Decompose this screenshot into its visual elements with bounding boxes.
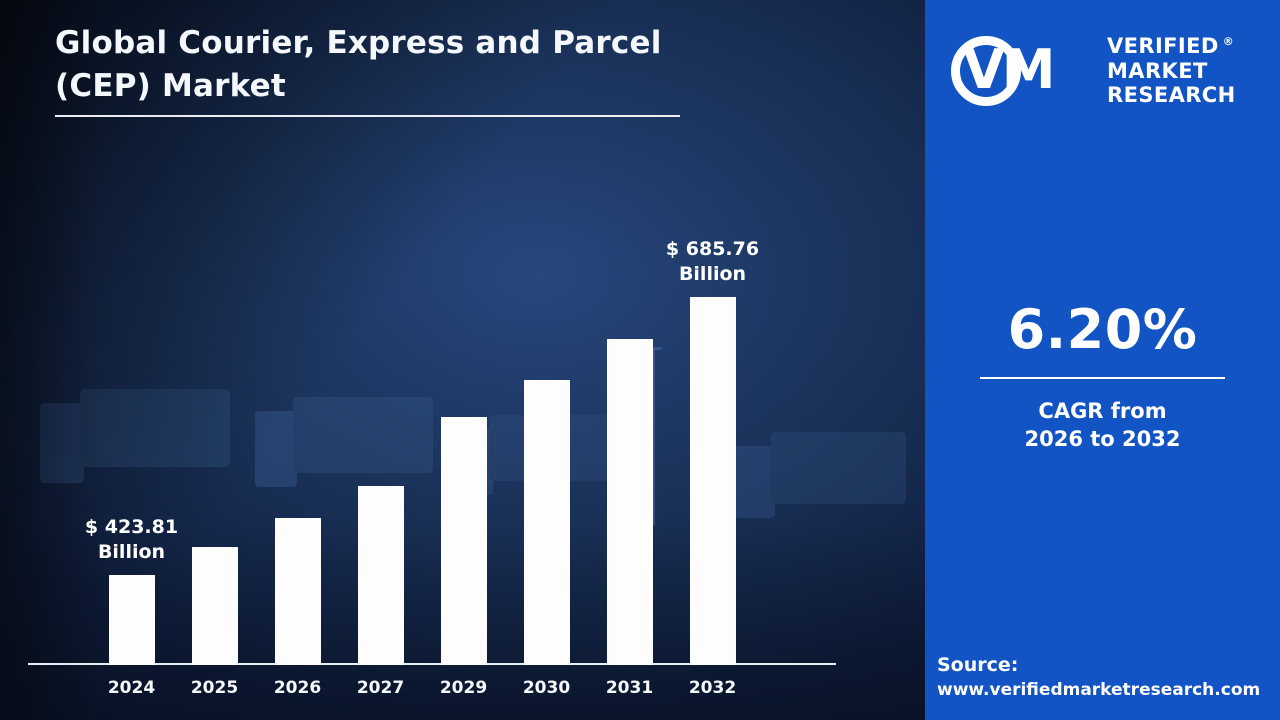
bar-2032: [689, 297, 736, 665]
title-underline: [55, 115, 680, 117]
registered-mark: ®: [1222, 34, 1235, 48]
brand: VM VERIFIED ® MARKET RESEARCH: [945, 32, 1265, 110]
bar-value-callout: $ 685.76 Billion: [665, 237, 760, 286]
source-url[interactable]: www.verifiedmarketresearch.com: [937, 680, 1261, 700]
bar-2031: [606, 339, 653, 665]
vm-monogram-icon: VM: [963, 38, 1056, 101]
brand-line-2: MARKET: [1107, 58, 1208, 83]
bar-chart: $ 423.81 Billion 2024 2025 2026 2027 2029 2030 2…: [28, 183, 836, 703]
source-block: Source: www.verifiedmarketresearch.com: [937, 654, 1272, 700]
bar-column-2025: 2025: [173, 547, 256, 703]
bar-column-2032: $ 685.76 Billion 2032: [666, 237, 759, 703]
bar-column-2030: 2030: [505, 380, 588, 703]
x-tick-label-2029: 2029: [439, 678, 488, 698]
cagr-caption-line-2: 2026 to 2032: [1024, 427, 1181, 452]
cagr-caption: CAGR from 2026 to 2032: [925, 397, 1280, 454]
cagr-caption-line-1: CAGR from: [1038, 399, 1167, 423]
bar-2025: [191, 547, 238, 665]
page-title: Global Courier, Express and Parcel (CEP)…: [55, 25, 662, 105]
bar-2026: [274, 518, 321, 665]
x-axis-line: [28, 663, 836, 665]
logo-circle-icon: [951, 36, 1021, 106]
x-tick-label-2032: 2032: [688, 678, 737, 698]
bars-row: $ 423.81 Billion 2024 2025 2026 2027 2029 2030 2…: [85, 237, 759, 703]
x-tick-label-2026: 2026: [273, 678, 322, 698]
cagr-divider: [980, 377, 1225, 379]
bar-column-2026: 2026: [256, 518, 339, 703]
bar-column-2031: 2031: [588, 339, 671, 703]
x-tick-label-2025: 2025: [190, 678, 239, 698]
bar-2027: [357, 486, 404, 665]
bar-2030: [523, 380, 570, 665]
vmr-logo: VM: [945, 32, 1093, 110]
cagr-value: 6.20%: [1007, 298, 1198, 361]
brand-name: VERIFIED ® MARKET RESEARCH: [1107, 34, 1236, 108]
brand-line-1: VERIFIED: [1107, 33, 1219, 58]
bar-2024: [108, 575, 155, 665]
bar-column-2027: 2027: [339, 486, 422, 703]
x-tick-label-2031: 2031: [605, 678, 654, 698]
cagr-block: 6.20% CAGR from 2026 to 2032: [925, 298, 1280, 454]
bar-2029: [440, 417, 487, 665]
bar-column-2024: $ 423.81 Billion 2024: [85, 515, 178, 703]
x-tick-label-2030: 2030: [522, 678, 571, 698]
brand-line-3: RESEARCH: [1107, 83, 1236, 108]
info-panel: VM VERIFIED ® MARKET RESEARCH 6.20% CAGR …: [925, 0, 1280, 720]
x-tick-label-2024: 2024: [107, 678, 156, 698]
bar-value-callout: $ 423.81 Billion: [84, 515, 179, 564]
bar-column-2029: 2029: [422, 417, 505, 703]
source-label: Source:: [937, 654, 1019, 676]
x-tick-label-2027: 2027: [356, 678, 405, 698]
